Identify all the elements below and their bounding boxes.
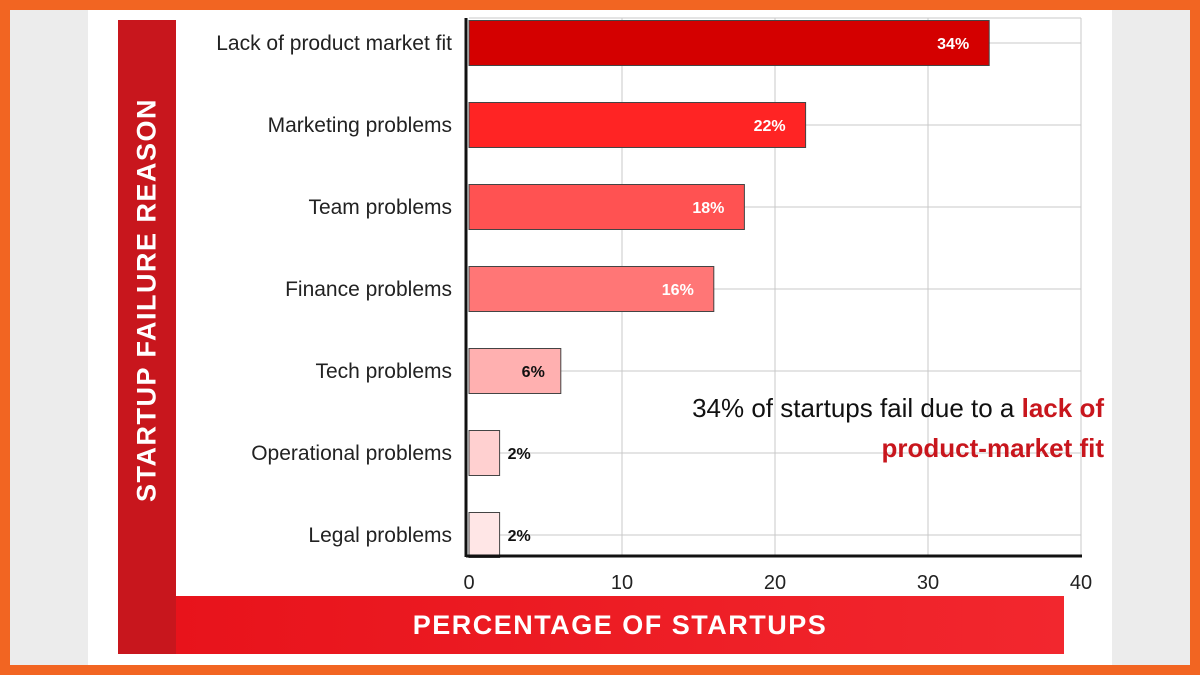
bar-value-label: 2% <box>508 446 531 463</box>
x-tick-label: 30 <box>917 572 939 594</box>
category-label: Finance problems <box>285 278 452 301</box>
bar-value-label: 22% <box>754 118 786 135</box>
bar <box>468 430 501 476</box>
axes <box>464 18 1082 558</box>
x-axis-banner: PERCENTAGE OF STARTUPS <box>176 596 1064 654</box>
x-tick-label: 40 <box>1070 572 1092 594</box>
bar <box>468 512 501 558</box>
bar-value-label: 16% <box>662 282 694 299</box>
labels: 34% Lack of product market fit 22% Marketin… <box>216 32 1092 594</box>
bars <box>468 20 990 558</box>
x-tick-label: 0 <box>463 572 474 594</box>
annotation-highlight: lack of product-market fit <box>881 393 1104 463</box>
y-axis-banner <box>118 20 176 654</box>
bar-value-label: 2% <box>508 528 531 545</box>
category-label: Legal problems <box>308 524 452 547</box>
bar <box>468 102 807 148</box>
category-label: Operational problems <box>251 442 452 465</box>
bar-value-label: 6% <box>522 364 545 381</box>
category-label: Tech problems <box>315 360 452 383</box>
bar-value-label: 18% <box>692 200 724 217</box>
bar <box>468 20 990 66</box>
category-label: Team problems <box>308 196 452 219</box>
category-label: Marketing problems <box>268 114 452 137</box>
annotation-text: 34% of startups fail due to a <box>692 393 1022 423</box>
bar <box>468 184 745 230</box>
bar-value-label: 34% <box>937 36 969 53</box>
x-axis-title: PERCENTAGE OF STARTUPS <box>412 609 828 640</box>
x-tick-label: 10 <box>611 572 633 594</box>
bar <box>468 348 562 394</box>
x-tick-label: 20 <box>764 572 786 594</box>
annotation-callout: 34% of startups fail due to a lack of pr… <box>584 388 1104 468</box>
bar <box>468 266 715 312</box>
category-label: Lack of product market fit <box>216 32 452 55</box>
